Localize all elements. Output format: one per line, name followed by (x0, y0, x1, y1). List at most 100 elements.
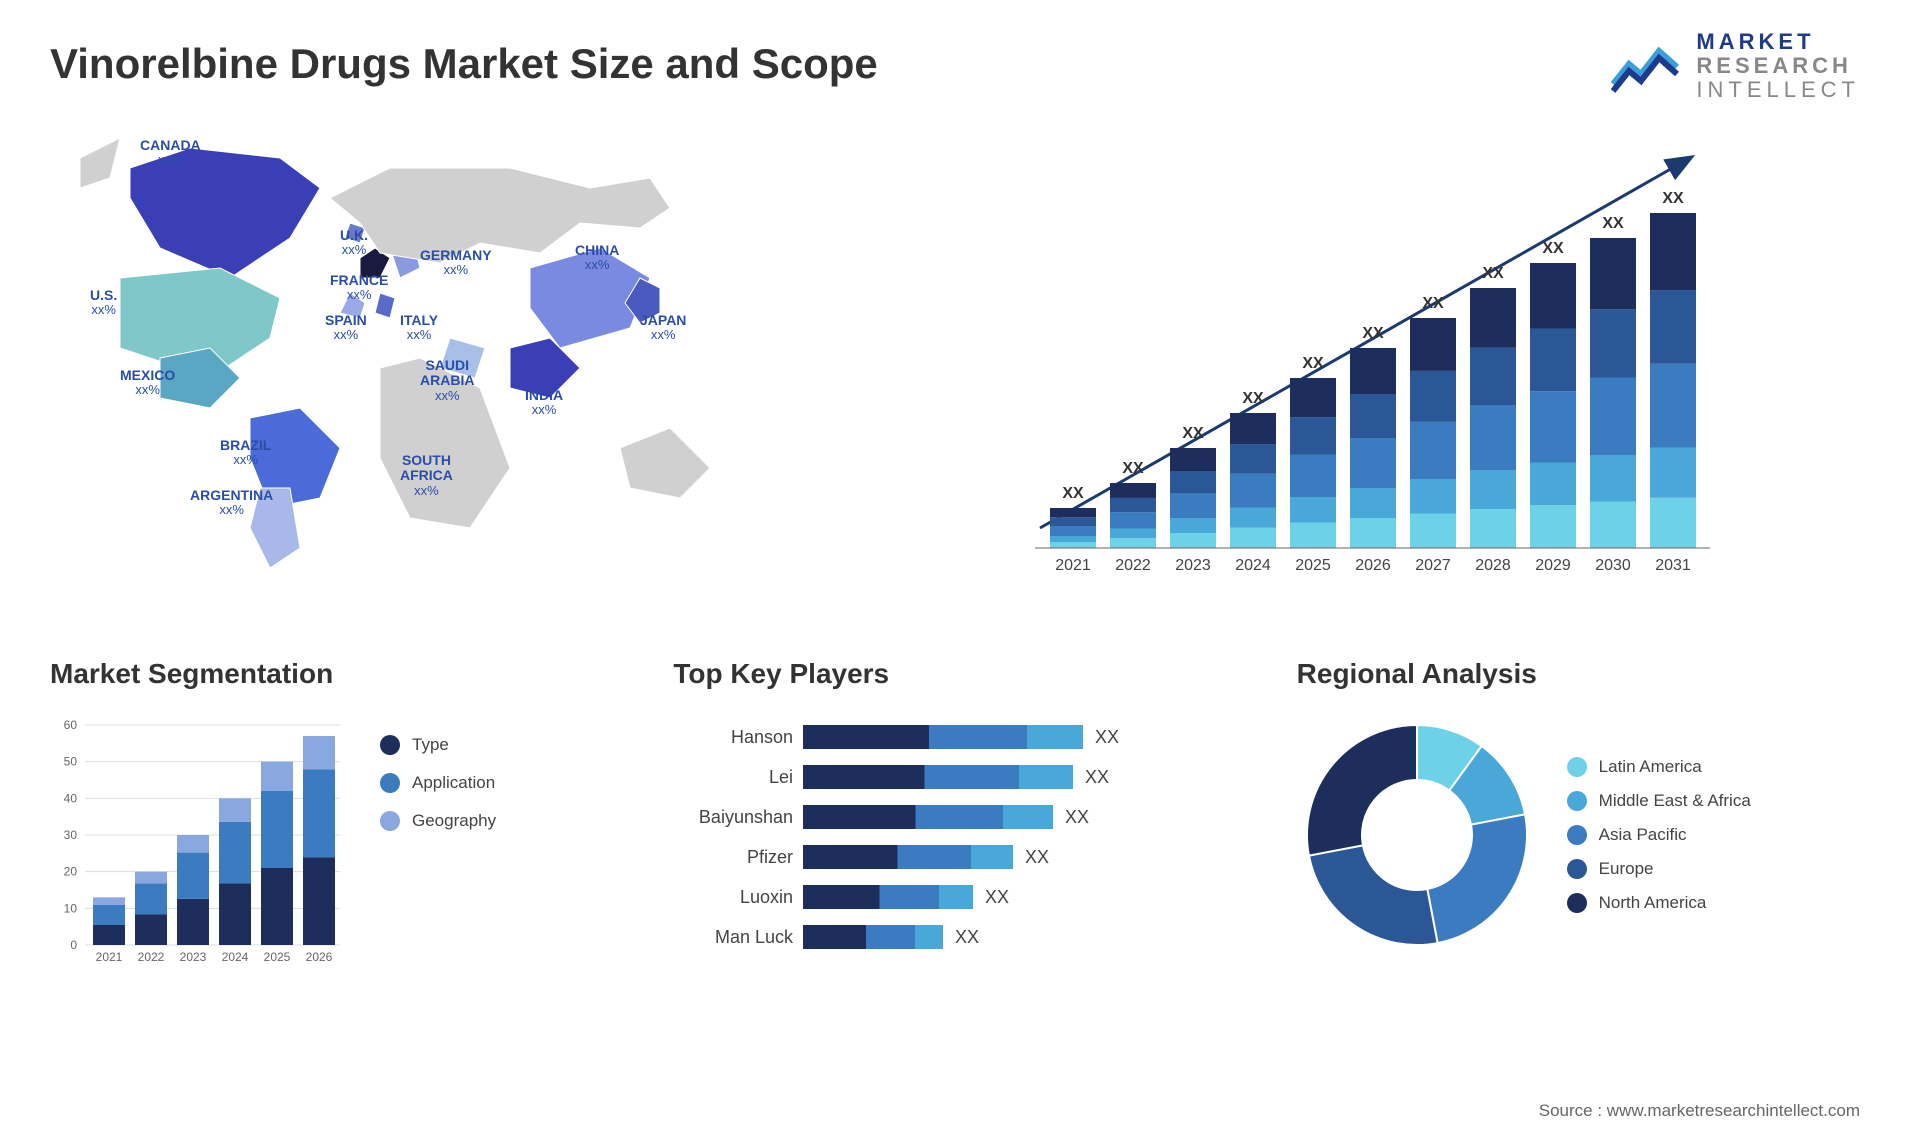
legend-label: North America (1599, 893, 1707, 913)
growth-bar-chart: XX2021XX2022XX2023XX2024XX2025XX2026XX20… (990, 118, 1870, 598)
svg-text:XX: XX (1025, 847, 1049, 867)
svg-text:Baiyunshan: Baiyunshan (699, 807, 793, 827)
legend-item: Geography (380, 811, 496, 831)
country-label: ARGENTINAxx% (190, 488, 273, 518)
svg-text:XX: XX (1362, 325, 1384, 342)
logo-line3: INTELLECT (1696, 78, 1860, 102)
logo-line2: RESEARCH (1696, 54, 1860, 78)
segmentation-chart: 0 10 20 30 40 50 60 2021 2022 2023 2024 2025 2026 (50, 715, 350, 975)
svg-text:2024: 2024 (222, 950, 249, 964)
svg-text:2022: 2022 (1115, 557, 1151, 574)
svg-text:2029: 2029 (1535, 557, 1571, 574)
country-label: FRANCExx% (330, 273, 388, 303)
svg-text:30: 30 (64, 828, 78, 842)
svg-text:2025: 2025 (1295, 557, 1331, 574)
players-chart: Hanson XX Lei XX Baiyunshan XX Pfizer XX Luoxin X… (673, 715, 1193, 975)
svg-text:XX: XX (1122, 460, 1144, 477)
country-label: BRAZILxx% (220, 438, 271, 468)
legend-item: Latin America (1567, 757, 1751, 777)
svg-text:10: 10 (64, 901, 78, 915)
country-label: SPAINxx% (325, 313, 367, 343)
legend-swatch (380, 773, 400, 793)
country-label: U.S.xx% (90, 288, 117, 318)
legend-item: Application (380, 773, 496, 793)
source-citation: Source : www.marketresearchintellect.com (1539, 1101, 1860, 1121)
svg-text:0: 0 (70, 938, 77, 952)
legend-swatch (1567, 825, 1587, 845)
regional-panel: Regional Analysis Latin America Middle Ea… (1297, 658, 1870, 980)
legend-label: Application (412, 773, 495, 793)
country-label: CHINAxx% (575, 243, 619, 273)
svg-text:2023: 2023 (1175, 557, 1211, 574)
svg-text:2022: 2022 (138, 950, 165, 964)
svg-text:Pfizer: Pfizer (747, 847, 793, 867)
svg-text:Lei: Lei (769, 767, 793, 787)
svg-text:XX: XX (1182, 425, 1204, 442)
svg-text:20: 20 (64, 865, 78, 879)
svg-text:Man Luck: Man Luck (715, 927, 794, 947)
svg-text:2021: 2021 (96, 950, 123, 964)
svg-text:2026: 2026 (306, 950, 333, 964)
legend-swatch (1567, 757, 1587, 777)
svg-text:XX: XX (1085, 767, 1109, 787)
svg-text:Luoxin: Luoxin (740, 887, 793, 907)
segmentation-legend: Type Application Geography (380, 735, 496, 975)
country-label: INDIAxx% (525, 388, 563, 418)
legend-item: Asia Pacific (1567, 825, 1751, 845)
svg-text:2030: 2030 (1595, 557, 1631, 574)
world-map: CANADAxx% U.S.xx% MEXICOxx% BRAZILxx% ARGENT… (50, 118, 930, 598)
svg-text:2026: 2026 (1355, 557, 1391, 574)
legend-swatch (380, 811, 400, 831)
svg-text:2028: 2028 (1475, 557, 1511, 574)
country-label: U.K.xx% (340, 228, 368, 258)
svg-text:2024: 2024 (1235, 557, 1271, 574)
legend-label: Europe (1599, 859, 1654, 879)
svg-text:XX: XX (1242, 390, 1264, 407)
players-title: Top Key Players (673, 658, 1246, 690)
svg-text:60: 60 (64, 718, 78, 732)
brand-logo: MARKET RESEARCH INTELLECT (1611, 30, 1860, 103)
country-label: CANADAxx% (140, 138, 201, 168)
page-title: Vinorelbine Drugs Market Size and Scope (50, 40, 1870, 88)
svg-text:XX: XX (1062, 485, 1084, 502)
legend-label: Type (412, 735, 449, 755)
regional-legend: Latin America Middle East & Africa Asia Pa… (1567, 757, 1751, 913)
country-label: GERMANYxx% (420, 248, 492, 278)
svg-text:XX: XX (1065, 807, 1089, 827)
svg-text:XX: XX (955, 927, 979, 947)
country-label: JAPANxx% (640, 313, 686, 343)
svg-text:XX: XX (1422, 295, 1444, 312)
svg-text:XX: XX (1302, 355, 1324, 372)
legend-item: Middle East & Africa (1567, 791, 1751, 811)
legend-item: Type (380, 735, 496, 755)
country-label: SOUTHAFRICAxx% (400, 453, 453, 498)
logo-line1: MARKET (1696, 30, 1860, 54)
logo-mark-icon (1611, 39, 1681, 94)
svg-text:2025: 2025 (264, 950, 291, 964)
players-panel: Top Key Players Hanson XX Lei XX Baiyunshan X… (673, 658, 1246, 980)
legend-swatch (1567, 893, 1587, 913)
legend-swatch (1567, 859, 1587, 879)
legend-item: Europe (1567, 859, 1751, 879)
svg-text:2031: 2031 (1655, 557, 1691, 574)
svg-text:XX: XX (985, 887, 1009, 907)
legend-label: Asia Pacific (1599, 825, 1687, 845)
legend-swatch (380, 735, 400, 755)
svg-text:50: 50 (64, 755, 78, 769)
country-label: SAUDIARABIAxx% (420, 358, 474, 403)
regional-title: Regional Analysis (1297, 658, 1870, 690)
svg-text:40: 40 (64, 791, 78, 805)
svg-text:2023: 2023 (180, 950, 207, 964)
svg-text:XX: XX (1542, 240, 1564, 257)
country-label: MEXICOxx% (120, 368, 175, 398)
legend-swatch (1567, 791, 1587, 811)
legend-item: North America (1567, 893, 1751, 913)
svg-text:XX: XX (1602, 215, 1624, 232)
svg-text:2027: 2027 (1415, 557, 1451, 574)
country-label: ITALYxx% (400, 313, 438, 343)
regional-donut (1297, 715, 1537, 955)
svg-text:Hanson: Hanson (731, 727, 793, 747)
svg-text:XX: XX (1662, 190, 1684, 207)
svg-text:XX: XX (1095, 727, 1119, 747)
legend-label: Middle East & Africa (1599, 791, 1751, 811)
